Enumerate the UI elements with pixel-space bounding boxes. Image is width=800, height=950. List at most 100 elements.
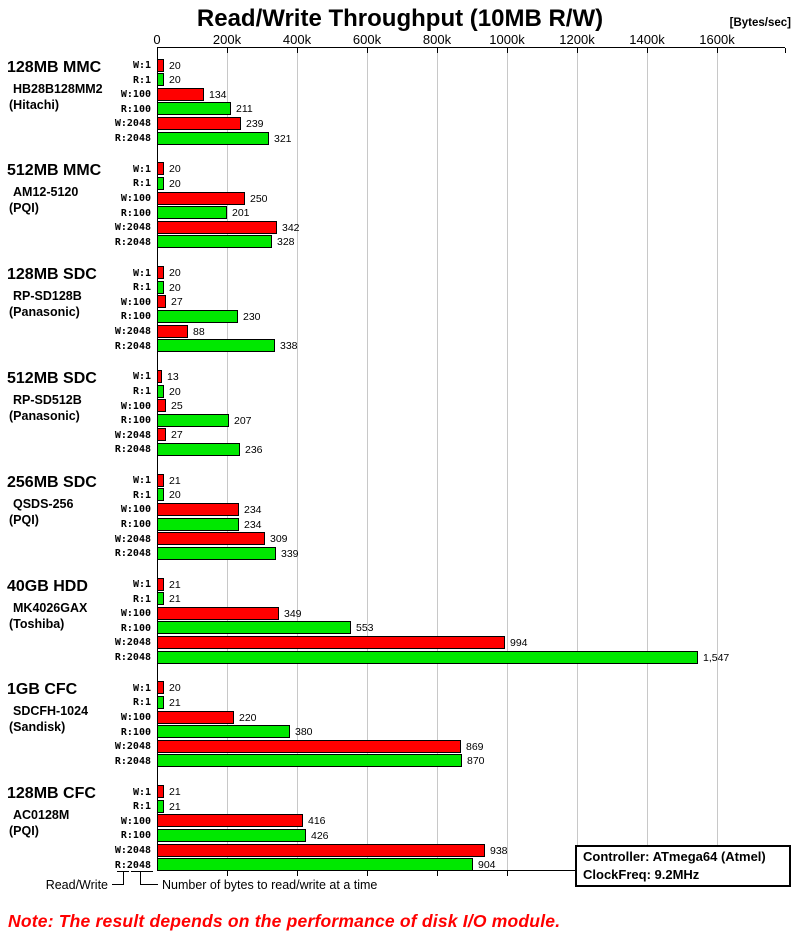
footnote: Note: The result depends on the performa… [8,911,561,931]
bar-row-label: R:2048 [114,236,151,248]
bar-value-label: 21 [169,474,181,487]
bar-row-label: R:100 [120,830,151,842]
y-axis-line [157,47,158,871]
write-bar [157,369,162,383]
axis-unit-label: [Bytes/sec] [729,17,791,29]
read-bar [157,339,275,353]
read-bar [157,73,164,87]
axis-tick-bottom [227,871,228,876]
read-bar [157,592,164,606]
bar-value-label: 904 [478,859,496,872]
write-bar [157,87,204,101]
bar-value-label: 870 [467,755,485,768]
axis-tick-top [297,48,298,53]
bar-row-label: R:100 [120,103,151,115]
write-bar [157,710,234,724]
axis-tick-label: 0 [153,32,161,47]
read-bar [157,488,164,502]
bar-row-label: R:2048 [114,444,151,456]
write-bar [157,739,461,753]
bar-value-label: 201 [232,207,250,220]
controller-line: Controller: ATmega64 (Atmel) [583,849,766,864]
bar-value-label: 342 [282,221,300,234]
group-label: 512MB MMC [7,162,102,180]
read-bar [157,828,306,842]
group-label: 1GB CFC [7,681,78,699]
bar-row-label: W:1 [132,60,151,71]
bar-value-label: 1,547 [703,651,730,664]
bar-value-label: 211 [236,103,253,116]
bar-value-label: 236 [245,443,263,456]
write-bar [157,162,164,176]
bar-value-label: 21 [169,578,181,591]
write-bar [157,324,188,338]
axis-tick-label: 800k [422,32,452,47]
axis-tick-label: 400k [282,32,312,47]
axis-tick-label: 1200k [559,32,595,47]
read-bar [157,725,290,739]
group-label: 128MB CFC [7,785,96,803]
bar-row-label: W:2048 [114,741,151,753]
bar-row-label: W:2048 [114,222,151,234]
bar-row-label: R:100 [120,519,151,530]
bar-value-label: 134 [209,88,227,101]
group-label: 128MB SDC [7,266,97,284]
bar-row-label: W:100 [120,89,151,101]
read-bar [157,546,276,560]
bar-row-label: R:100 [120,207,151,219]
read-bar [157,309,238,323]
bar-value-label: 27 [171,429,183,442]
read-bar [157,650,698,664]
read-bar [157,206,227,220]
group-model: HB28B128MM2 [13,81,103,96]
bar-row-label: W:2048 [114,845,151,856]
bar-row-label: R:2048 [114,859,151,871]
axis-tick-bottom [297,871,298,876]
gridline [227,48,228,870]
bar-row-label: R:100 [120,311,151,323]
bar-row-label: W:100 [120,815,151,827]
bar-row-label: R:100 [120,415,151,427]
bar-value-label: 321 [274,132,292,145]
bar-value-label: 21 [169,593,181,606]
write-bar [157,814,303,828]
group-model: AM12-5120 [13,185,79,200]
gridline [507,48,508,870]
group-label: 512MB SDC [7,369,97,387]
bar-value-label: 230 [243,310,261,323]
bar-row-label: R:2048 [114,133,151,144]
bar-row-label: W:1 [132,371,151,383]
write-bar [157,116,241,130]
read-bar [157,442,240,456]
gridline [647,48,648,870]
axis-tick-label: 1600k [699,32,735,47]
write-bar [157,191,245,205]
write-bar [157,785,164,799]
write-bar [157,606,279,620]
bar-value-label: 239 [246,117,264,130]
read-bar [157,413,229,427]
axis-tick-top [437,48,438,53]
bar-row-label: W:100 [120,400,151,412]
clockfreq-line: ClockFreq: 9.2MHz [583,866,700,882]
connector-bytes [140,871,158,885]
connector-read-write [112,871,124,885]
legend-brackets: Read/Write Number of bytes to read/write… [46,871,377,892]
bar-row-label: R:1 [132,697,151,709]
bar-row-label: W:1 [132,786,151,798]
read-bar [157,280,164,294]
read-bar [157,858,473,872]
bar-row-label: R:2048 [114,340,151,352]
bar-row-label: R:100 [120,726,151,738]
legend-bytes-label: Number of bytes to read/write at a time [162,878,377,892]
read-bar [157,102,231,116]
group-maker: (PQI) [9,512,39,527]
bar-row-label: R:2048 [114,652,151,663]
bar-value-label: 20 [169,489,181,502]
bar-value-label: 20 [169,267,181,280]
bar-row-label: W:1 [132,163,151,175]
write-bar [157,532,265,546]
bar-row-label: R:1 [132,282,151,294]
bar-row-label: W:100 [120,504,151,516]
bar-row-label: W:1 [132,475,151,487]
